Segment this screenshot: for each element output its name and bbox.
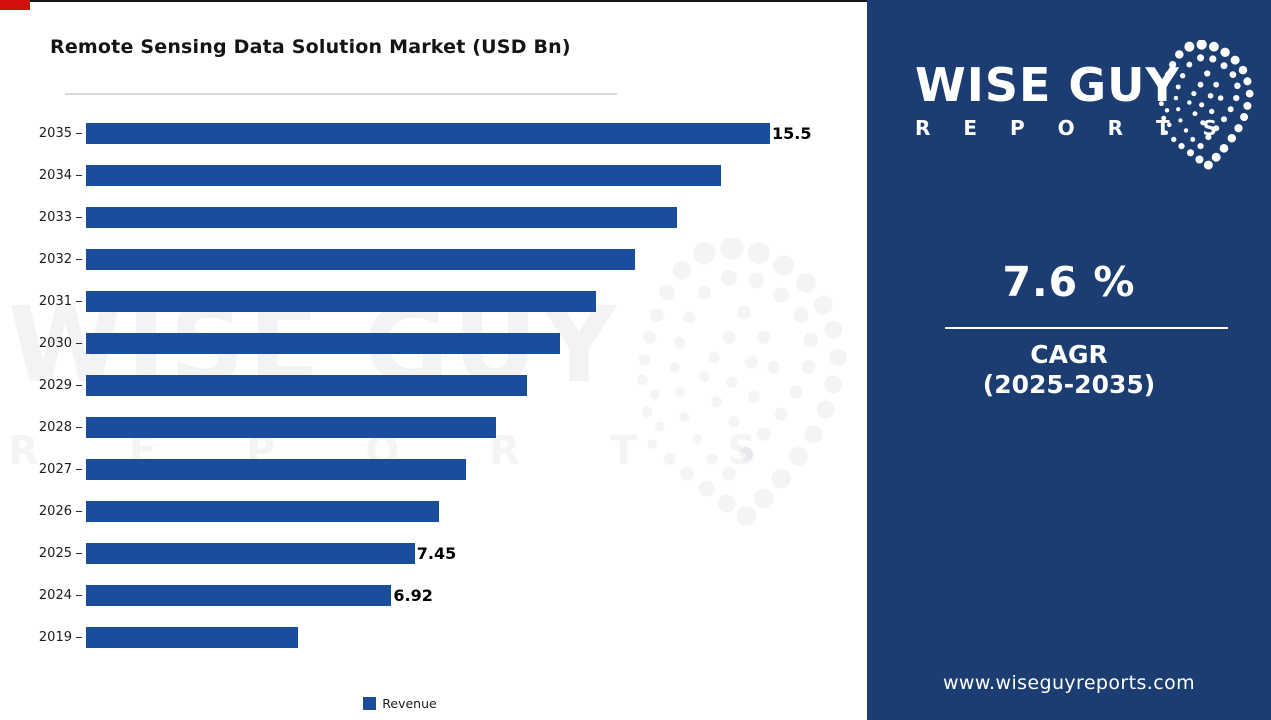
bar-area (86, 248, 770, 270)
bar-area (86, 374, 770, 396)
cagr-value: 7.6 % (1002, 258, 1136, 306)
chart-row: 2034 (20, 154, 770, 196)
bar-area (86, 416, 770, 438)
year-label: 2029 (38, 377, 72, 393)
tick-mark (76, 594, 82, 596)
chart-row: 2029 (20, 364, 770, 406)
tick-mark (76, 552, 82, 554)
year-label: 2031 (38, 293, 72, 309)
tick-mark (76, 300, 82, 302)
head-profile-icon (1158, 40, 1254, 170)
cagr-divider (945, 327, 1228, 329)
brand-panel: WISE GUY R E P O R T S 7.6 % CAGR (2025-… (867, 0, 1271, 720)
value-label: 15.5 (772, 123, 812, 143)
logo-text-reports: R E P O R T S (915, 116, 1230, 140)
red-accent-mark (0, 0, 30, 10)
year-label: 2028 (38, 419, 72, 435)
revenue-bar (86, 626, 298, 648)
title-divider (65, 93, 617, 95)
tick-mark (76, 636, 82, 638)
bar-area (86, 626, 770, 648)
cagr-range: (2025-2035) (982, 370, 1156, 399)
chart-row: 2032 (20, 238, 770, 280)
chart-row: 2025 7.45 (20, 532, 770, 574)
year-label: 2026 (38, 503, 72, 519)
value-label: 7.45 (416, 543, 457, 563)
bar-area (86, 206, 770, 228)
year-label: 2025 (38, 545, 72, 561)
tick-mark (76, 258, 82, 260)
chart-panel: Remote Sensing Data Solution Market (USD… (0, 0, 867, 711)
tick-mark (76, 132, 82, 134)
chart-row: 2027 (20, 448, 770, 490)
year-label: 2035 (38, 125, 72, 141)
tick-mark (76, 216, 82, 218)
year-label: 2024 (38, 587, 72, 603)
revenue-bar (86, 500, 440, 522)
revenue-bar (86, 290, 596, 312)
chart-row: 2026 (20, 490, 770, 532)
wise-guy-logo: WISE GUY R E P O R T S (915, 40, 1254, 170)
website-url: www.wiseguyreports.com (942, 672, 1195, 694)
bar-area (86, 164, 770, 186)
revenue-bar (86, 164, 722, 186)
revenue-bar (86, 122, 770, 144)
year-label: 2032 (38, 251, 72, 267)
revenue-bar (86, 332, 561, 354)
bar-area: 7.45 (86, 542, 770, 564)
chart-title: Remote Sensing Data Solution Market (USD… (50, 36, 571, 58)
chart-legend: Revenue (0, 696, 800, 711)
tick-mark (76, 384, 82, 386)
bar-area (86, 290, 770, 312)
tick-mark (76, 510, 82, 512)
chart-row: 2033 (20, 196, 770, 238)
revenue-bar (86, 416, 497, 438)
revenue-bar (86, 458, 466, 480)
chart-row: 2035 15.5 (20, 112, 811, 154)
chart-row: 2030 (20, 322, 770, 364)
legend-label: Revenue (382, 696, 437, 711)
bar-area: 15.5 (86, 122, 811, 144)
year-label: 2027 (38, 461, 72, 477)
revenue-bar (86, 248, 636, 270)
cagr-label: CAGR (1030, 340, 1108, 369)
year-label: 2033 (38, 209, 72, 225)
tick-mark (76, 174, 82, 176)
bar-area (86, 332, 770, 354)
year-label: 2034 (38, 167, 72, 183)
value-label: 6.92 (393, 585, 433, 605)
revenue-bar (86, 584, 392, 606)
chart-row: 2019 (20, 616, 770, 658)
bar-area (86, 500, 770, 522)
bar-area: 6.92 (86, 584, 770, 606)
legend-swatch (363, 697, 377, 710)
year-label: 2019 (38, 629, 72, 645)
tick-mark (76, 342, 82, 344)
tick-mark (76, 426, 82, 428)
logo-text-wise-guy: WISE GUY (915, 58, 1180, 112)
year-label: 2030 (38, 335, 72, 351)
revenue-bar (86, 374, 528, 396)
revenue-bar (86, 542, 415, 564)
chart-row: 2028 (20, 406, 770, 448)
chart-row: 2024 6.92 (20, 574, 770, 616)
revenue-bar (86, 206, 678, 228)
bar-area (86, 458, 770, 480)
chart-row: 2031 (20, 280, 770, 322)
tick-mark (76, 468, 82, 470)
bar-chart: 2035 15.5 2034 2033 2032 2031 2030 2029 2028 2027… (20, 112, 811, 658)
